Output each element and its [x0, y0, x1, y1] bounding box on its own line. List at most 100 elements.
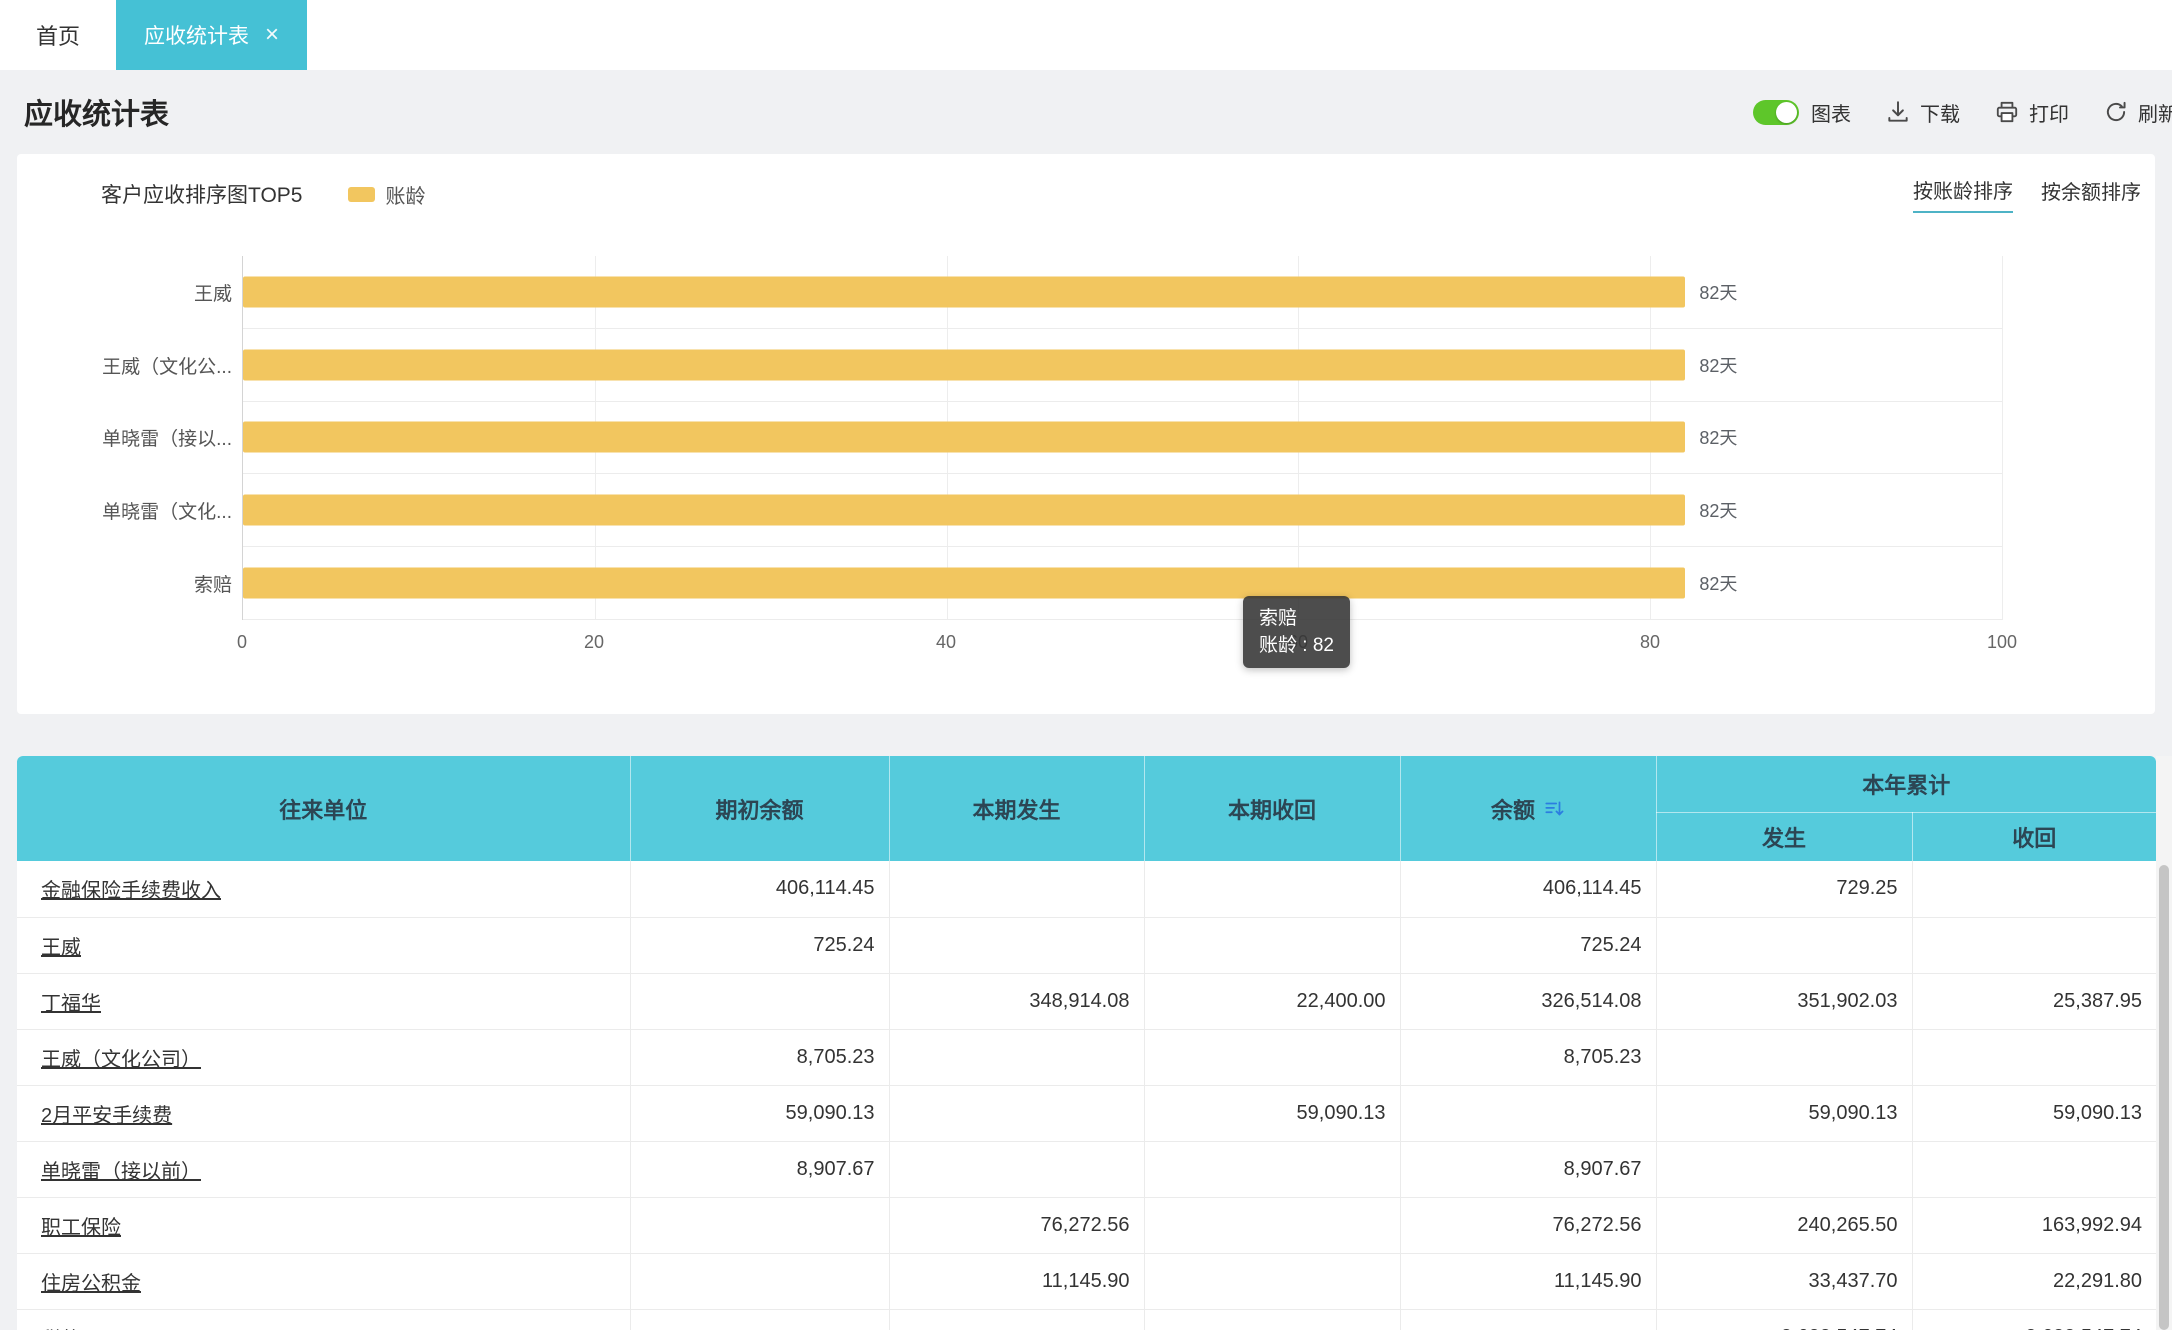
- tab-bar: 首页 应收统计表 ×: [0, 0, 2172, 70]
- counterparty-cell: 王威（文化公司）: [17, 1029, 631, 1086]
- col-counterparty: 往来单位: [17, 756, 631, 861]
- counterparty-cell: 职工保险: [17, 1197, 631, 1254]
- tab-home[interactable]: 首页: [0, 0, 116, 70]
- amount-cell: 8,907.67: [630, 1141, 890, 1198]
- refresh-label: 刷新: [2138, 103, 2172, 126]
- amount-cell: 59,090.13: [1912, 1085, 2156, 1142]
- legend-label: 账龄: [385, 185, 426, 208]
- x-tick-label: 40: [935, 632, 957, 652]
- sort-by-balance-tab[interactable]: 按余额排序: [2041, 182, 2141, 204]
- amount-cell: [1144, 861, 1401, 918]
- chart-band: 82天: [243, 329, 2002, 402]
- amount-cell: [1144, 1253, 1401, 1310]
- bar[interactable]: [243, 421, 1686, 453]
- x-tick-label: 60: [1287, 632, 1309, 652]
- print-icon: [1996, 101, 2018, 123]
- sort-icon[interactable]: [1543, 798, 1565, 820]
- amount-cell: 406,114.45: [1400, 861, 1657, 918]
- amount-cell: 729.25: [1656, 861, 1913, 918]
- refresh-button[interactable]: 刷新: [2103, 98, 2172, 127]
- amount-cell: [1656, 917, 1913, 974]
- table-row: 住房公积金 11,145.90 11,145.90 33,437.70 22,291.8…: [17, 1253, 2156, 1310]
- bar[interactable]: [243, 567, 1686, 599]
- close-icon[interactable]: ×: [265, 21, 280, 48]
- amount-cell: [1144, 917, 1401, 974]
- counterparty-link[interactable]: 2月平安手续费: [41, 1104, 173, 1127]
- amount-cell: 8,907.67: [1400, 1141, 1657, 1198]
- table-row: 丁福华 348,914.08 22,400.00 326,514.08 351,902.…: [17, 973, 2156, 1030]
- amount-cell: [630, 1197, 890, 1254]
- bar-value-label: 82天: [1699, 574, 1738, 595]
- chart-toggle-switch[interactable]: [1753, 99, 1799, 125]
- amount-cell: [1912, 861, 2156, 918]
- x-tick-label: 20: [583, 632, 605, 652]
- amount-cell: 76,272.56: [1400, 1197, 1657, 1254]
- print-label: 打印: [2029, 103, 2069, 126]
- x-tick-label: 100: [1986, 632, 2018, 652]
- refresh-icon: [2106, 101, 2126, 122]
- chart-legend[interactable]: 账龄: [348, 180, 425, 209]
- counterparty-link[interactable]: 税款: [41, 1329, 81, 1330]
- counterparty-cell: 王威: [17, 917, 631, 974]
- amount-cell: [1912, 1141, 2156, 1198]
- amount-cell: 59,090.13: [1144, 1085, 1401, 1142]
- page-title: 应收统计表: [24, 99, 170, 131]
- tab-receivable-stats[interactable]: 应收统计表 ×: [116, 0, 308, 70]
- amount-cell: 22,291.80: [1912, 1253, 2156, 1310]
- amount-cell: [1144, 1141, 1401, 1198]
- counterparty-link[interactable]: 王威: [41, 936, 81, 959]
- amount-cell: [1656, 1029, 1913, 1086]
- counterparty-link[interactable]: 职工保险: [41, 1216, 121, 1239]
- amount-cell: [1656, 1141, 1913, 1198]
- amount-cell: [1144, 1029, 1401, 1086]
- amount-cell: [1912, 917, 2156, 974]
- print-button[interactable]: 打印: [1994, 98, 2069, 127]
- counterparty-link[interactable]: 王威（文化公司）: [41, 1048, 201, 1071]
- bar[interactable]: [243, 494, 1686, 526]
- counterparty-cell: 税款: [17, 1309, 631, 1330]
- chart-title-group: 客户应收排序图TOP5 账龄: [101, 179, 425, 209]
- counterparty-cell: 住房公积金: [17, 1253, 631, 1310]
- chart-band: 82天: [243, 256, 2002, 329]
- download-button[interactable]: 下载: [1885, 98, 1960, 127]
- amount-cell: 22,400.00: [1144, 973, 1401, 1030]
- col-balance-label: 余额: [1490, 797, 1535, 823]
- bar[interactable]: [243, 276, 1686, 308]
- counterparty-cell: 单晓雷（接以前）: [17, 1141, 631, 1198]
- counterparty-cell: 丁福华: [17, 973, 631, 1030]
- chart-category-label: 王威: [193, 283, 232, 305]
- chart-band: 82天: [243, 474, 2002, 548]
- table-row: 金融保险手续费收入 406,114.45 406,114.45 729.25: [17, 861, 2156, 918]
- download-icon: [1888, 101, 1908, 122]
- amount-cell: [1144, 1309, 1401, 1330]
- table-row: 单晓雷（接以前） 8,907.67 8,907.67: [17, 1141, 2156, 1198]
- amount-cell: 76,272.56: [889, 1197, 1145, 1254]
- x-tick-label: 80: [1639, 632, 1661, 652]
- counterparty-link[interactable]: 丁福华: [41, 992, 101, 1015]
- amount-cell: [630, 1253, 890, 1310]
- amount-cell: [889, 861, 1145, 918]
- counterparty-link[interactable]: 金融保险手续费收入: [41, 880, 221, 903]
- table-body: 金融保险手续费收入 406,114.45 406,114.45 729.25 王威 725…: [17, 861, 2156, 1330]
- gridline: [2002, 256, 2003, 620]
- vertical-scrollbar[interactable]: [2156, 756, 2172, 1330]
- counterparty-link[interactable]: 单晓雷（接以前）: [41, 1160, 201, 1183]
- chart-category-label: 索赔: [193, 575, 232, 597]
- sort-by-age-tab[interactable]: 按账龄排序: [1913, 175, 2013, 213]
- amount-cell: 2,622,547.74: [1656, 1309, 1913, 1330]
- content-area: 客户应收排序图TOP5 账龄 按账龄排序 按余额排序 王威 王威（文化公... 单晓…: [0, 154, 2172, 1330]
- chart-band: 82天: [243, 547, 2002, 620]
- legend-swatch: [348, 186, 376, 202]
- amount-cell: [1912, 1029, 2156, 1086]
- amount-cell: 2,622,547.74: [1912, 1309, 2156, 1330]
- amount-cell: 11,145.90: [1400, 1253, 1657, 1310]
- amount-cell: [1400, 1085, 1657, 1142]
- amount-cell: [889, 1141, 1145, 1198]
- bar[interactable]: [243, 349, 1686, 381]
- counterparty-link[interactable]: 住房公积金: [41, 1272, 141, 1295]
- amount-cell: 348,914.08: [889, 973, 1145, 1030]
- col-current-occurred: 本期发生: [889, 756, 1145, 861]
- amount-cell: [889, 1029, 1145, 1086]
- scrollbar-thumb[interactable]: [2159, 865, 2169, 1330]
- counterparty-cell: 金融保险手续费收入: [17, 861, 631, 918]
